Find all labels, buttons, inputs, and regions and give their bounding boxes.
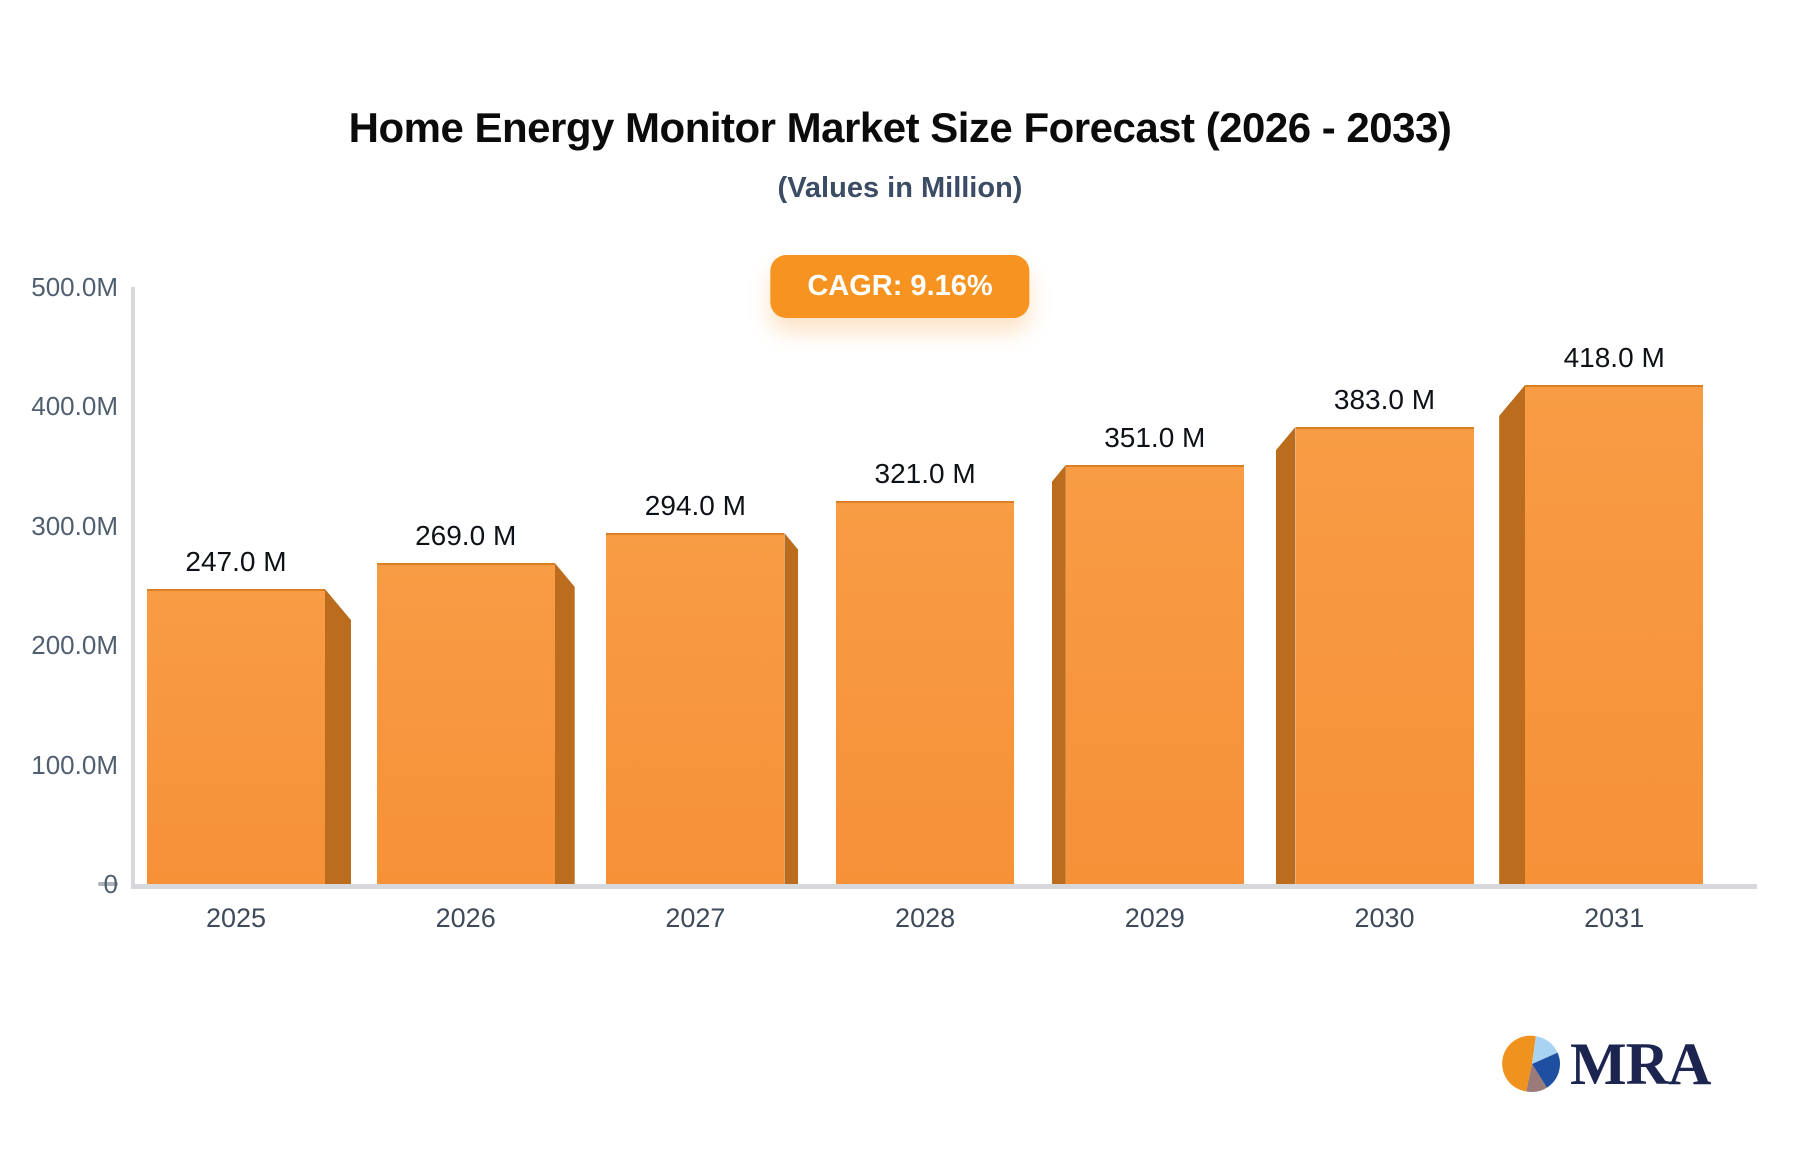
cagr-badge: CAGR: 9.16% [770, 255, 1030, 318]
x-axis-line [131, 884, 1757, 889]
bar-side-face [554, 562, 575, 884]
bar-2029 [1065, 464, 1244, 884]
bar-2030 [1295, 426, 1474, 884]
bar-value-label: 247.0 M [185, 546, 287, 578]
x-axis-label: 2028 [895, 903, 956, 933]
bar-side-face [1499, 384, 1526, 884]
bar-value-label: 294.0 M [644, 489, 746, 521]
bar-side-face [784, 532, 799, 884]
bar-side-face [1051, 464, 1066, 884]
y-axis-label: 500.0M [31, 272, 118, 302]
mra-pie-icon [1502, 1035, 1560, 1093]
bar-side-face [1275, 426, 1296, 884]
x-axis-label: 2031 [1584, 903, 1645, 933]
mra-logo: MRA [1502, 1031, 1711, 1097]
bar-side-face [325, 589, 351, 884]
y-axis-label: 200.0M [31, 630, 118, 661]
bar-2026 [376, 562, 555, 884]
x-axis-label: 2026 [435, 903, 496, 933]
y-axis-label: 400.0M [31, 391, 118, 422]
chart-subtitle: (Values in Million) [777, 172, 1023, 204]
bar-2025 [147, 589, 325, 884]
mra-logo-text: MRA [1570, 1031, 1711, 1097]
bar-value-label: 383.0 M [1333, 383, 1436, 415]
y-axis-label: 100.0M [31, 749, 118, 780]
x-axis-label: 2027 [665, 903, 726, 933]
y-axis-label: 0 [103, 869, 118, 899]
x-axis-label: 2029 [1124, 903, 1185, 933]
bar-2027 [606, 532, 785, 884]
bar-value-label: 269.0 M [415, 519, 517, 551]
x-axis-label: 2025 [205, 903, 267, 933]
bar-value-label: 351.0 M [1104, 421, 1206, 453]
zero-tick-mark [98, 882, 118, 886]
y-axis-line [131, 287, 135, 889]
bar-value-label: 418.0 M [1563, 341, 1665, 373]
bar-2028 [836, 500, 1015, 884]
bar-2031 [1525, 384, 1704, 884]
chart-title: Home Energy Monitor Market Size Forecast… [348, 104, 1452, 151]
y-axis-label: 300.0M [31, 510, 118, 541]
x-axis-label: 2030 [1354, 903, 1415, 933]
bar-value-label: 321.0 M [874, 457, 976, 489]
